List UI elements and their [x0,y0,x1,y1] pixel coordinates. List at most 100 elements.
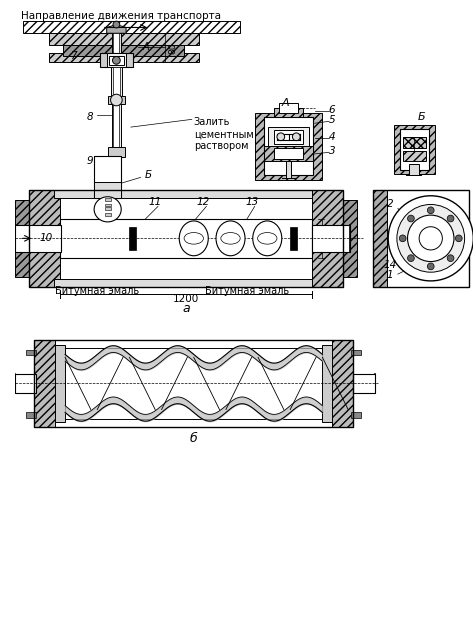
Text: Битумная эмаль: Битумная эмаль [205,286,289,296]
Circle shape [447,215,454,222]
Bar [111,33,121,52]
Circle shape [428,263,434,270]
Bar [94,156,121,197]
Bar [373,190,387,287]
Bar [15,199,29,277]
Bar [111,104,121,148]
Text: Б: Б [145,171,152,180]
Circle shape [419,227,442,250]
Bar [108,148,125,157]
Bar [27,412,36,419]
Ellipse shape [257,233,277,244]
Text: 14: 14 [383,261,397,270]
Bar [94,156,102,197]
Bar [60,219,312,258]
Ellipse shape [216,221,245,256]
Bar [403,151,426,161]
Bar [113,157,119,186]
Bar [94,182,121,197]
Text: Битумная эмаль: Битумная эмаль [55,286,139,296]
Bar [100,52,133,67]
Bar [129,227,136,250]
Bar [264,146,313,161]
Bar [29,190,343,287]
Bar [255,112,322,180]
Bar [312,190,343,287]
Bar [105,197,110,201]
Bar [105,208,110,210]
Bar [111,157,121,186]
Bar [291,227,297,250]
Bar [23,20,240,33]
Bar [351,412,361,419]
Bar [113,104,119,148]
Bar [373,190,469,287]
Bar [322,345,332,422]
Circle shape [110,94,122,106]
Circle shape [388,196,474,281]
Text: 13: 13 [245,197,258,206]
Bar [15,374,36,393]
Bar [394,125,435,174]
Bar [286,161,292,178]
Text: 10: 10 [39,233,53,243]
Bar [15,225,61,252]
Polygon shape [107,24,126,33]
Bar [343,199,357,277]
Bar [105,213,110,216]
Bar [274,130,303,144]
Bar [49,52,199,62]
Text: 8: 8 [87,112,93,123]
Text: а: а [182,302,190,316]
Bar [54,190,312,197]
Bar [27,350,36,355]
Bar [49,33,199,45]
Bar [113,156,121,197]
Text: 11: 11 [148,197,162,206]
Ellipse shape [221,233,240,244]
Circle shape [113,21,120,28]
Text: 2: 2 [387,199,393,210]
Text: б: б [190,432,198,445]
Bar [110,67,122,96]
Bar [105,203,110,206]
Text: 3: 3 [329,146,336,157]
Bar [410,164,419,176]
Bar [312,225,350,252]
Bar [274,108,303,118]
Bar [113,33,119,52]
Bar [63,45,184,56]
Circle shape [456,235,462,242]
Bar [108,96,125,104]
Text: Залить
цементным
раствором: Залить цементным раствором [194,118,254,151]
Bar [264,118,313,176]
Text: 6: 6 [329,105,336,114]
Bar [109,56,124,65]
Text: Направление движения транспорта: Направление движения транспорта [21,11,221,21]
Text: 12: 12 [197,197,210,206]
Circle shape [277,133,285,141]
Bar [29,190,60,287]
Text: 80: 80 [168,42,177,54]
Text: 5: 5 [329,115,336,125]
Text: 4: 4 [329,132,336,142]
Text: Б: Б [417,112,425,123]
Circle shape [447,255,454,261]
Bar [332,340,353,427]
Bar [279,103,298,112]
Bar [112,67,120,96]
Bar [107,52,126,67]
Text: 9: 9 [87,156,93,166]
Ellipse shape [94,197,121,222]
Bar [34,340,353,427]
Circle shape [428,207,434,213]
Circle shape [408,215,454,261]
Circle shape [112,56,120,65]
Circle shape [292,133,300,141]
Text: А: А [282,98,290,108]
Bar [54,279,312,287]
Bar [274,148,303,159]
Bar [400,129,429,170]
Text: 1200: 1200 [173,295,199,304]
Ellipse shape [253,221,282,256]
